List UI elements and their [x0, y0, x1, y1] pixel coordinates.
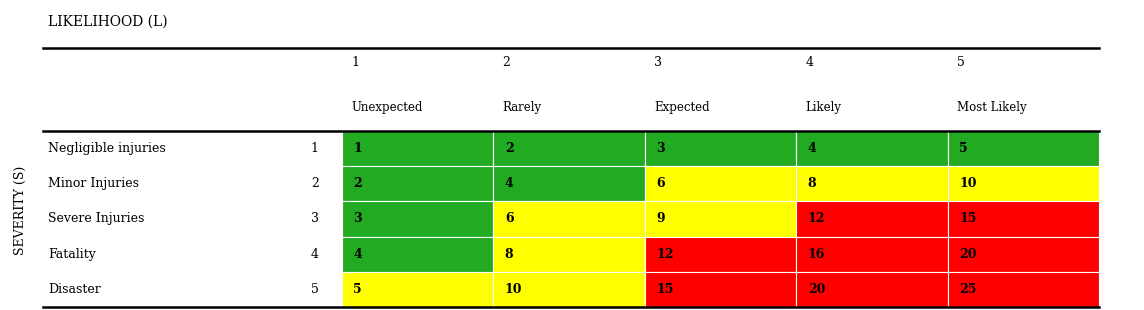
Text: 6: 6	[505, 212, 514, 225]
Text: Expected: Expected	[654, 101, 709, 114]
Text: 4: 4	[311, 248, 319, 261]
Text: 1: 1	[311, 142, 319, 155]
Bar	[645, 131, 796, 166]
Bar	[342, 201, 493, 237]
Text: 5: 5	[959, 142, 968, 155]
Text: Severe Injuries: Severe Injuries	[48, 212, 144, 225]
Text: 20: 20	[959, 248, 977, 261]
Bar	[493, 272, 645, 307]
Text: 4: 4	[353, 248, 363, 261]
Text: 8: 8	[505, 248, 514, 261]
Bar	[947, 201, 1099, 237]
Text: 5: 5	[956, 55, 964, 69]
Text: Negligible injuries: Negligible injuries	[48, 142, 166, 155]
Text: 5: 5	[311, 283, 319, 296]
Text: 5: 5	[353, 283, 362, 296]
Text: 4: 4	[805, 55, 813, 69]
Text: LIKELIHOOD (L): LIKELIHOOD (L)	[48, 15, 168, 29]
Text: 12: 12	[657, 248, 674, 261]
Text: 10: 10	[959, 177, 977, 190]
Text: 3: 3	[654, 55, 662, 69]
Bar	[645, 201, 796, 237]
Text: SEVERITY (S): SEVERITY (S)	[14, 166, 27, 255]
Bar	[645, 237, 796, 272]
Text: 16: 16	[808, 248, 825, 261]
Text: 3: 3	[657, 142, 665, 155]
Bar	[493, 201, 645, 237]
Bar	[947, 237, 1099, 272]
Text: 12: 12	[808, 212, 825, 225]
Text: Likely: Likely	[805, 101, 841, 114]
Text: 3: 3	[353, 212, 362, 225]
Text: 2: 2	[353, 177, 363, 190]
Bar	[645, 272, 796, 307]
Text: 15: 15	[657, 283, 674, 296]
Text: 2: 2	[502, 55, 510, 69]
Bar	[796, 131, 947, 166]
Text: Unexpected: Unexpected	[351, 101, 422, 114]
Bar	[342, 131, 493, 166]
Text: 6: 6	[657, 177, 665, 190]
Bar	[947, 131, 1099, 166]
Bar	[342, 166, 493, 201]
Text: 2: 2	[311, 177, 319, 190]
Bar	[947, 166, 1099, 201]
Bar	[796, 237, 947, 272]
Text: 4: 4	[808, 142, 817, 155]
Text: Most Likely: Most Likely	[956, 101, 1026, 114]
Bar	[796, 201, 947, 237]
Text: 8: 8	[808, 177, 817, 190]
Bar	[342, 272, 493, 307]
Bar	[645, 166, 796, 201]
Text: Rarely: Rarely	[502, 101, 541, 114]
Text: 25: 25	[959, 283, 977, 296]
Bar	[796, 166, 947, 201]
Text: Disaster: Disaster	[48, 283, 101, 296]
Bar	[493, 131, 645, 166]
Bar	[796, 272, 947, 307]
Bar	[947, 272, 1099, 307]
Text: 9: 9	[657, 212, 665, 225]
Bar	[493, 166, 645, 201]
Text: 20: 20	[808, 283, 825, 296]
Text: Fatality: Fatality	[48, 248, 96, 261]
Bar	[493, 237, 645, 272]
Text: Minor Injuries: Minor Injuries	[48, 177, 140, 190]
Text: 4: 4	[505, 177, 514, 190]
Text: 2: 2	[505, 142, 514, 155]
Text: 10: 10	[505, 283, 523, 296]
Bar	[342, 237, 493, 272]
Text: 15: 15	[959, 212, 977, 225]
Text: 1: 1	[353, 142, 363, 155]
Text: 1: 1	[351, 55, 359, 69]
Text: 3: 3	[311, 212, 319, 225]
